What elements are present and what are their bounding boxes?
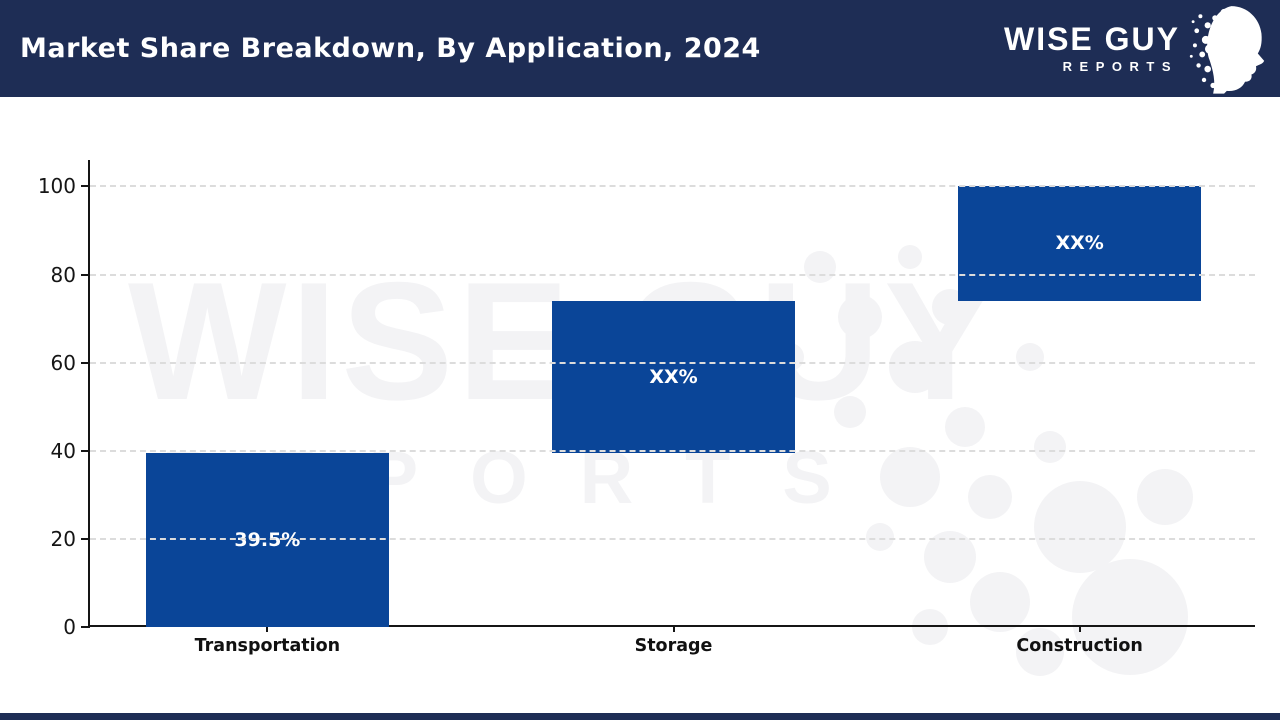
gridline bbox=[90, 361, 1255, 364]
x-tick-mark bbox=[672, 625, 675, 632]
x-tick-mark bbox=[266, 625, 269, 632]
footer-bar bbox=[0, 713, 1280, 720]
brand-logo-text: WISE GUY REPORTS bbox=[1004, 23, 1180, 74]
gridline bbox=[90, 537, 1255, 540]
header-banner: Market Share Breakdown, By Application, … bbox=[0, 0, 1280, 97]
y-tick-mark bbox=[81, 626, 90, 628]
page-title: Market Share Breakdown, By Application, … bbox=[20, 33, 761, 64]
gridline bbox=[90, 449, 1255, 452]
bar-value-label: 39.5% bbox=[234, 528, 301, 551]
y-tick-label: 0 bbox=[63, 615, 76, 639]
gridline bbox=[90, 185, 1255, 188]
chart-area: WISE GUY REPORTS 0 20 40 60 80 100 39.5% Tra bbox=[0, 97, 1280, 713]
bar-transportation: 39.5% bbox=[145, 452, 389, 627]
y-tick-mark bbox=[81, 449, 90, 452]
bar-value-label: XX% bbox=[649, 365, 698, 388]
logo-subtext: REPORTS bbox=[1062, 59, 1178, 74]
y-tick-label: 100 bbox=[37, 174, 76, 199]
plot-area: 0 20 40 60 80 100 39.5% Transportation XX% Storag… bbox=[38, 160, 1255, 656]
bar-value-label: XX% bbox=[1055, 232, 1104, 255]
dotted-head-profile-icon bbox=[1189, 5, 1265, 94]
bar-storage: XX% bbox=[552, 300, 795, 453]
x-axis-category-label: Storage bbox=[634, 636, 713, 656]
x-axis-category-label: Construction bbox=[1016, 636, 1143, 656]
y-tick-label: 60 bbox=[50, 350, 76, 375]
y-tick-mark bbox=[81, 537, 90, 540]
y-tick-label: 80 bbox=[50, 262, 76, 287]
x-axis-category-label: Transportation bbox=[194, 636, 341, 656]
y-tick-label: 40 bbox=[50, 438, 76, 463]
y-tick-mark bbox=[81, 361, 90, 364]
y-tick-label: 20 bbox=[50, 526, 76, 551]
gridline bbox=[90, 273, 1255, 276]
y-tick-mark bbox=[81, 185, 90, 188]
logo-wordmark: WISE GUY bbox=[1003, 21, 1180, 57]
brand-logo: WISE GUY REPORTS bbox=[1004, 0, 1266, 97]
y-tick-mark bbox=[81, 273, 90, 276]
bar-construction: XX% bbox=[958, 186, 1202, 301]
x-tick-mark bbox=[1078, 625, 1081, 632]
